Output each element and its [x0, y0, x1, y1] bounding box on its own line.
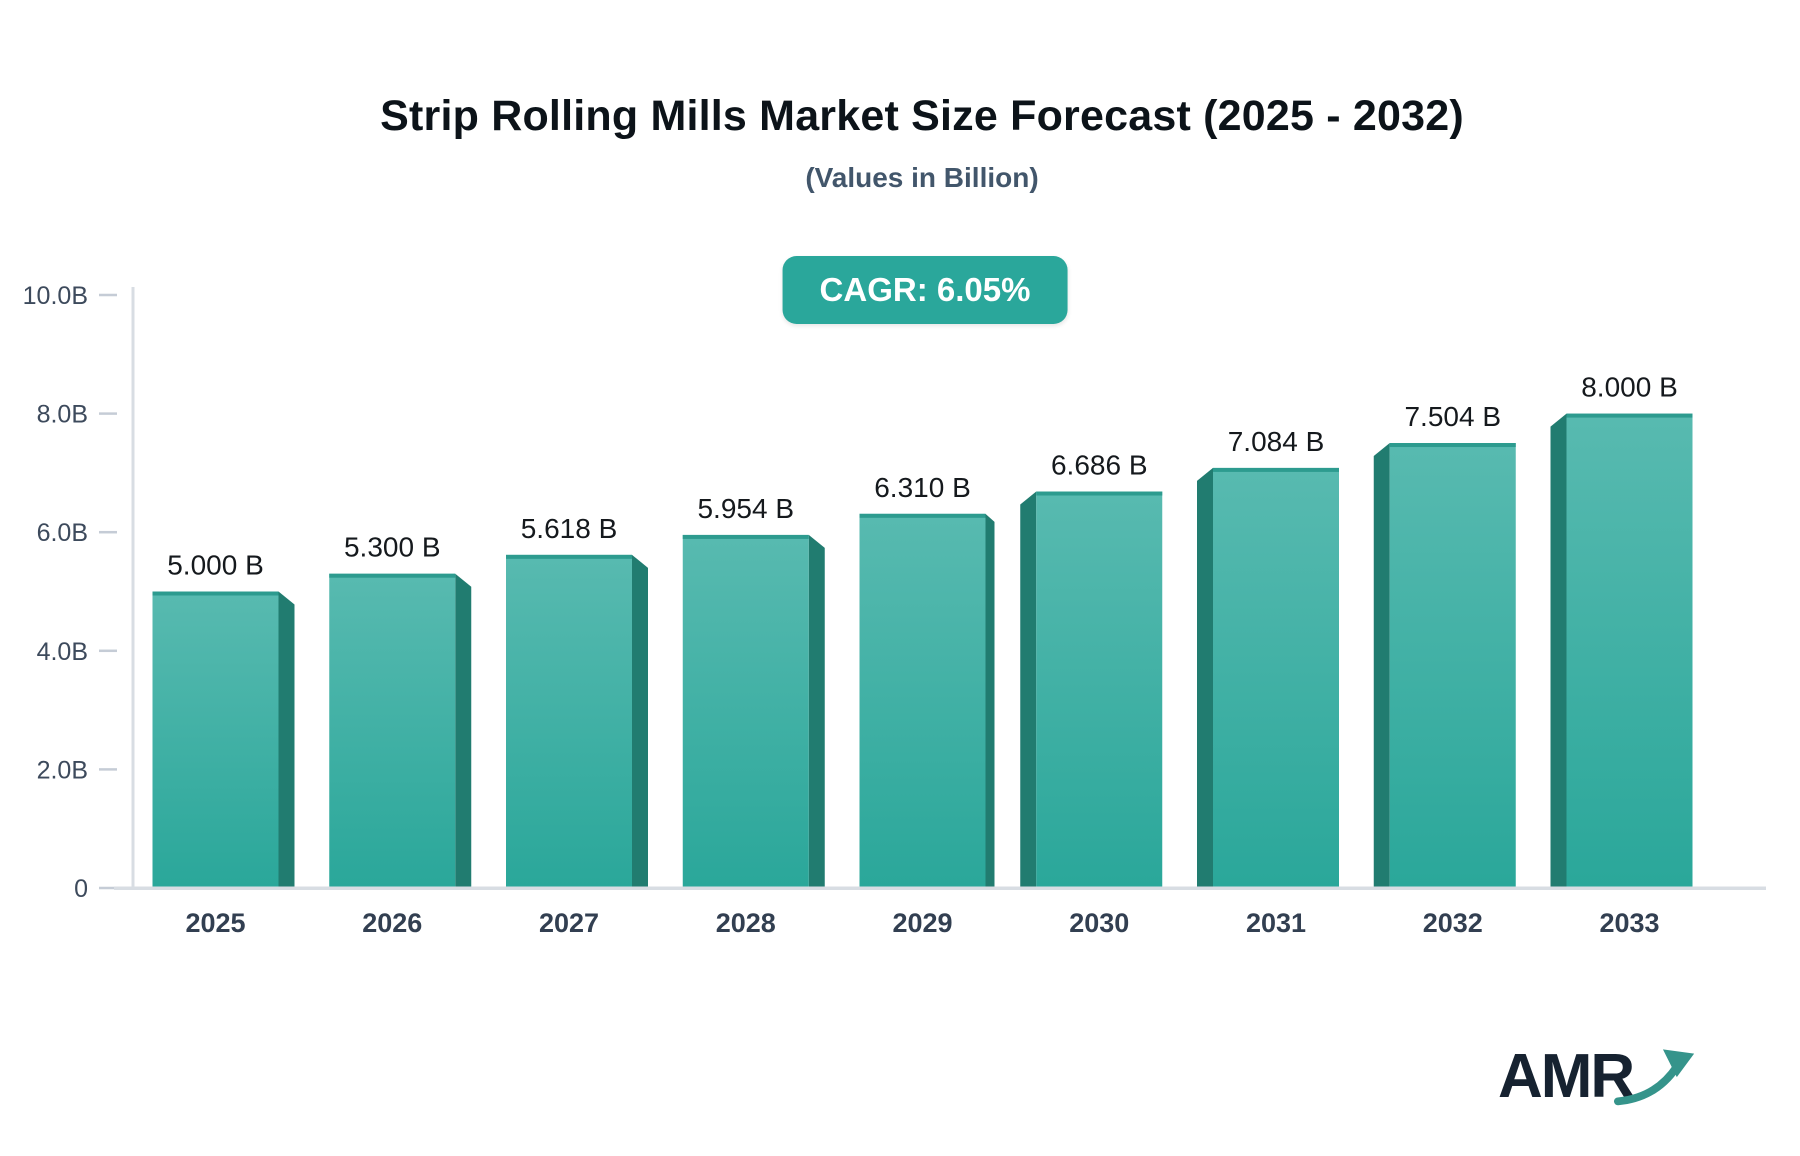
bar-top-edge	[1389, 443, 1516, 448]
bar-side-face	[808, 534, 825, 888]
y-tick-mark	[99, 293, 117, 297]
cagr-badge-label: CAGR: 6.05%	[819, 271, 1031, 308]
x-tick-label: 2028	[716, 908, 776, 938]
y-tick-label: 2.0B	[37, 756, 88, 784]
bar-value-label: 6.310 B	[874, 472, 971, 503]
x-tick-label: 2033	[1599, 908, 1659, 938]
bar-side-face	[1197, 467, 1213, 888]
bar-value-label: 7.084 B	[1228, 426, 1325, 457]
bar-value-label: 6.686 B	[1051, 450, 1148, 481]
x-tick-label: 2031	[1246, 908, 1306, 938]
bar	[859, 513, 986, 888]
x-tick-label: 2025	[185, 908, 245, 938]
bar-top-edge	[1036, 491, 1163, 496]
bar-value-label: 8.000 B	[1581, 372, 1678, 403]
bar-value-label: 5.300 B	[344, 532, 441, 563]
bar-top-edge	[506, 554, 632, 559]
bar	[1566, 413, 1693, 888]
y-tick-label: 8.0B	[37, 401, 88, 429]
bar	[329, 573, 456, 888]
bar-top-edge	[329, 573, 456, 578]
bar-top-edge	[859, 513, 986, 518]
bar-value-label: 7.504 B	[1404, 401, 1501, 432]
bar-top-edge	[1213, 467, 1339, 472]
bar	[1213, 467, 1339, 888]
amr-logo-text: AMR	[1498, 1042, 1635, 1111]
bar-side-face	[985, 513, 995, 888]
bar-value-label: 5.954 B	[697, 493, 794, 524]
chart-subtitle: (Values in Billion)	[805, 162, 1039, 193]
amr-logo: AMR	[1498, 1030, 1710, 1110]
bar-value-label: 5.618 B	[521, 513, 618, 544]
x-tick-label: 2026	[362, 908, 422, 938]
bar-side-face	[1550, 413, 1567, 888]
bar	[1389, 443, 1516, 888]
y-tick-label: 4.0B	[37, 638, 88, 666]
bar-top-edge	[1566, 413, 1693, 418]
x-tick-label: 2032	[1423, 908, 1483, 938]
y-tick-mark	[99, 886, 117, 890]
bar-top-edge	[152, 591, 279, 596]
y-tick-mark	[99, 530, 117, 534]
logo-arrow-icon	[1613, 1049, 1695, 1106]
y-tick-mark	[99, 649, 117, 653]
bar	[682, 534, 809, 888]
bar-side-face	[455, 573, 472, 888]
x-axis-line	[114, 886, 1766, 890]
bar-side-face	[1020, 491, 1037, 888]
x-tick-label: 2027	[539, 908, 599, 938]
y-tick-mark	[99, 412, 117, 415]
chart-title: Strip Rolling Mills Market Size Forecast…	[380, 92, 1464, 140]
bar-side-face	[1373, 443, 1390, 888]
cagr-badge: CAGR: 6.05%	[782, 256, 1068, 324]
bar	[1036, 491, 1163, 888]
y-tick-mark	[99, 768, 117, 771]
bar-top-edge	[682, 534, 809, 539]
y-tick-label: 0	[74, 875, 88, 903]
y-tick-label: 10.0B	[23, 282, 88, 310]
y-tick-label: 6.0B	[37, 519, 88, 547]
bar-side-face	[278, 591, 295, 888]
x-tick-label: 2030	[1069, 908, 1129, 938]
bar	[152, 591, 279, 888]
bar-value-label: 5.000 B	[167, 550, 264, 581]
bar-side-face	[632, 554, 648, 888]
bar	[506, 554, 632, 888]
x-tick-label: 2029	[892, 908, 952, 938]
y-axis-line	[131, 287, 135, 888]
